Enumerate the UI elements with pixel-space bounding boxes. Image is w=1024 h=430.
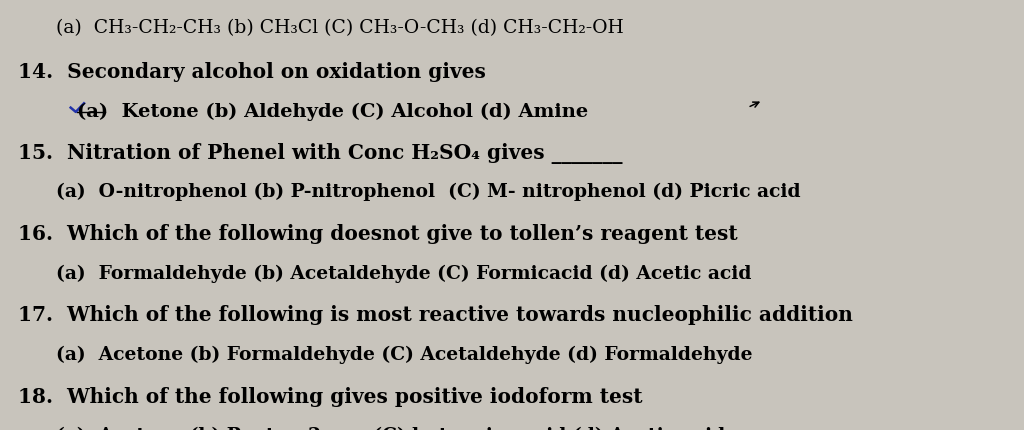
Text: (a)  Acetone (b) Formaldehyde (C) Acetaldehyde (d) Formaldehyde: (a) Acetone (b) Formaldehyde (C) Acetald… xyxy=(56,345,753,363)
Text: 16.  Which of the following doesnot give to tollen’s reagent test: 16. Which of the following doesnot give … xyxy=(18,224,738,243)
Text: 18.  Which of the following gives positive iodoform test: 18. Which of the following gives positiv… xyxy=(18,386,643,405)
Text: (a)  Formaldehyde (b) Acetaldehyde (C) Formicacid (d) Acetic acid: (a) Formaldehyde (b) Acetaldehyde (C) Fo… xyxy=(56,264,752,283)
Text: (a)  Ketone (b) Aldehyde (C) Alcohol (d) Amine: (a) Ketone (b) Aldehyde (C) Alcohol (d) … xyxy=(77,102,588,120)
Text: (a)  CH₃-CH₂-CH₃ (b) CH₃Cl (C) CH₃-O-CH₃ (d) CH₃-CH₂-OH: (a) CH₃-CH₂-CH₃ (b) CH₃Cl (C) CH₃-O-CH₃ … xyxy=(56,19,624,37)
Text: 17.  Which of the following is most reactive towards nucleophilic addition: 17. Which of the following is most react… xyxy=(18,304,853,324)
Text: 14.  Secondary alcohol on oxidation gives: 14. Secondary alcohol on oxidation gives xyxy=(18,62,486,82)
Text: (a)  O-nitrophenol (b) P-nitrophenol  (C) M- nitrophenol (d) Picric acid: (a) O-nitrophenol (b) P-nitrophenol (C) … xyxy=(56,183,801,201)
Text: 15.  Nitration of Phenel with Conc H₂SO₄ gives _______: 15. Nitration of Phenel with Conc H₂SO₄ … xyxy=(18,143,623,164)
Text: (a)  Acetone (b) Pentan-2-one (C) butanoic aacid (d) Acetic acid: (a) Acetone (b) Pentan-2-one (C) butanoi… xyxy=(56,426,726,430)
